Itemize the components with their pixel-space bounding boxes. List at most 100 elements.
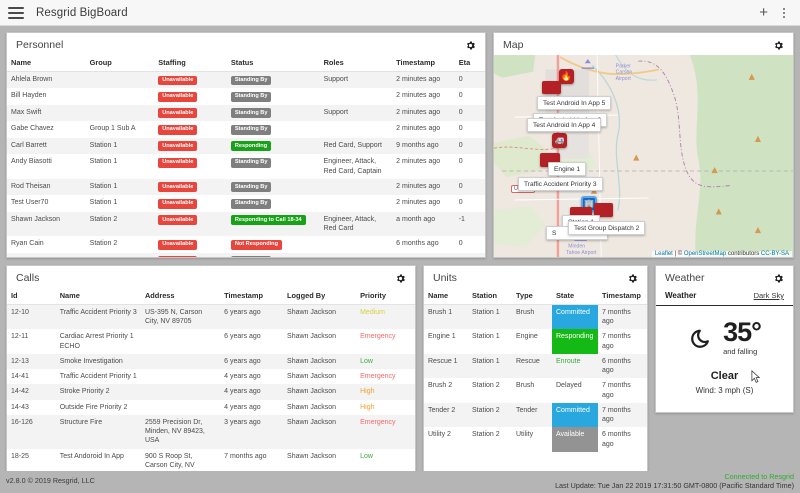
gear-icon[interactable] bbox=[627, 273, 638, 284]
call-logged-by: Shawn Jackson bbox=[287, 418, 337, 426]
call-timestamp: 6 years ago bbox=[224, 357, 261, 365]
calls-col-priority[interactable]: Priority bbox=[356, 288, 415, 305]
staffing-badge: Unavailable bbox=[158, 198, 198, 209]
units-scroll-area[interactable]: Name Station Type State Timestamp Brush 1 Sta… bbox=[424, 288, 647, 471]
license-link[interactable]: CC-BY-SA bbox=[760, 251, 789, 257]
unit-type: Utility bbox=[516, 431, 534, 439]
status-bar-right: Connected to Resgrid Last Update: Tue Ja… bbox=[555, 472, 794, 490]
table-row[interactable]: Max Swift Unavailable Standing By Support 2 … bbox=[7, 104, 485, 122]
weather-source-link[interactable]: Dark Sky bbox=[753, 291, 784, 300]
personnel-col-group[interactable]: Group bbox=[85, 55, 155, 72]
personnel-col-timestamp[interactable]: Timestamp bbox=[392, 55, 455, 72]
leaflet-map[interactable]: Parker Carson Airport Minden Tahoe Airpo… bbox=[494, 55, 793, 257]
table-row[interactable]: 18-25 Test Andoroid In App 900 S Roop St, … bbox=[7, 448, 415, 471]
personnel-staffing: Unavailable bbox=[154, 195, 227, 211]
personnel-panel-title: Personnel bbox=[16, 39, 64, 51]
table-row[interactable]: 14-42 Stroke Priority 2 4 years ago Shawn J… bbox=[7, 384, 415, 400]
gear-icon[interactable] bbox=[773, 273, 784, 284]
table-row[interactable]: Bill Hayden Unavailable Standing By 2 minut… bbox=[7, 88, 485, 105]
calls-col-logged-by[interactable]: Logged By bbox=[283, 288, 357, 305]
personnel-panel-header: Personnel bbox=[7, 33, 485, 55]
map-marker-unit[interactable] bbox=[542, 81, 561, 94]
osm-link[interactable]: OpenStreetMap bbox=[683, 251, 727, 257]
personnel-col-staffing[interactable]: Staffing bbox=[154, 55, 227, 72]
map-marker-fire[interactable]: 🔥 bbox=[559, 69, 574, 84]
table-row[interactable]: Ahlela Brown Unavailable Standing By Suppor… bbox=[7, 71, 485, 89]
personnel-timestamp: 2 minutes ago bbox=[396, 92, 441, 100]
units-col-station[interactable]: Station bbox=[468, 288, 512, 305]
personnel-eta: -1 bbox=[458, 215, 465, 223]
kebab-menu-icon[interactable] bbox=[780, 6, 788, 20]
personnel-col-status[interactable]: Status bbox=[226, 55, 320, 72]
units-col-type[interactable]: Type bbox=[512, 288, 552, 305]
table-row[interactable]: 14-43 Outside Fire Priority 2 4 years ago S… bbox=[7, 399, 415, 415]
table-row[interactable]: 12-11 Cardiac Arrest Priority 1 ECHO 6 yea… bbox=[7, 329, 415, 354]
table-row[interactable]: Andy Biasotti Station 1 Unavailable Standin… bbox=[7, 154, 485, 179]
calls-col-name[interactable]: Name bbox=[55, 288, 141, 305]
map-marker-apparatus[interactable]: 🚑 bbox=[552, 133, 567, 148]
gear-icon[interactable] bbox=[465, 40, 476, 51]
hamburger-menu-icon[interactable] bbox=[8, 6, 24, 19]
status-badge: Standing By bbox=[230, 124, 272, 135]
calls-scroll-area[interactable]: Id Name Address Timestamp Logged By Priority … bbox=[7, 288, 415, 471]
units-col-name[interactable]: Name bbox=[424, 288, 468, 305]
station-icon: 🏢 bbox=[584, 199, 594, 208]
dashboard-workspace: Personnel Name Group Staffing Status Roles Ti… bbox=[0, 26, 800, 472]
call-id: 14-43 bbox=[11, 403, 29, 411]
map-label[interactable]: Engine 1 bbox=[548, 162, 587, 176]
personnel-status: Standing By bbox=[227, 253, 320, 257]
calls-col-timestamp[interactable]: Timestamp bbox=[220, 288, 284, 305]
call-name: Outside Fire Priority 2 bbox=[59, 403, 128, 411]
table-row[interactable]: 14-41 Traffic Accident Priority 1 4 years … bbox=[7, 369, 415, 385]
table-row[interactable]: 12-10 Traffic Accident Priority 3 US-395 N… bbox=[7, 304, 415, 330]
map-marker-dispatch[interactable] bbox=[594, 203, 613, 217]
personnel-col-name[interactable]: Name bbox=[7, 55, 86, 72]
table-row[interactable]: Rescue 1 Station 1 Rescue Enroute 6 months a… bbox=[424, 353, 647, 379]
map-label[interactable]: Test Android In App 4 bbox=[527, 118, 602, 132]
calls-col-address[interactable]: Address bbox=[140, 288, 221, 305]
table-row[interactable]: Brush 2 Station 2 Brush Delayed 7 months ago bbox=[424, 378, 647, 403]
map-label[interactable]: Traffic Accident Priority 3 bbox=[518, 177, 603, 191]
table-row[interactable]: Carl Barrett Station 1 Unavailable Respondi… bbox=[7, 137, 485, 155]
gear-icon[interactable] bbox=[395, 273, 406, 284]
table-row[interactable]: 16-126 Structure Fire 2559 Precision Dr, M… bbox=[7, 414, 415, 449]
personnel-staffing: Unavailable bbox=[154, 179, 227, 195]
unit-station: Station 1 bbox=[472, 333, 500, 341]
personnel-scroll-area[interactable]: Name Group Staffing Status Roles Timestamp Eta… bbox=[7, 55, 485, 257]
personnel-roles bbox=[320, 88, 393, 104]
table-row[interactable]: 12-13 Smoke Investigation 6 years ago Shawn… bbox=[7, 353, 415, 370]
app-title: Resgrid BigBoard bbox=[36, 6, 128, 19]
table-row[interactable]: Test User70 Station 1 Unavailable Standing … bbox=[7, 195, 485, 212]
table-row[interactable]: Tender 2 Station 2 Tender Committed 7 months… bbox=[424, 402, 647, 428]
personnel-col-eta[interactable]: Eta bbox=[454, 55, 485, 72]
map-label[interactable]: Test Group Dispatch 2 bbox=[568, 221, 646, 235]
personnel-roles: Red Card, Support bbox=[323, 141, 382, 149]
personnel-col-roles[interactable]: Roles bbox=[319, 55, 393, 72]
svg-text:Carson: Carson bbox=[616, 70, 633, 76]
table-row[interactable]: Shawn Jackson Station 2 Unavailable Respond… bbox=[7, 211, 485, 237]
call-address: 2559 Precision Dr, Minden, NV 89423, USA bbox=[144, 418, 205, 445]
plus-icon[interactable]: + bbox=[759, 4, 768, 21]
table-row[interactable]: Gabe Chavez Group 1 Sub A Unavailable Stand… bbox=[7, 121, 485, 138]
gear-icon[interactable] bbox=[773, 40, 784, 51]
leaflet-link[interactable]: Leaflet bbox=[654, 251, 673, 257]
table-row[interactable]: Engine 1 Station 1 Engine Responding 7 month… bbox=[424, 329, 647, 354]
map-panel-body[interactable]: Parker Carson Airport Minden Tahoe Airpo… bbox=[494, 55, 793, 257]
weather-panel: Weather Weather Dark Sky 35° bbox=[655, 265, 794, 413]
personnel-staffing: Unavailable bbox=[154, 253, 227, 257]
calls-table-header-row: Id Name Address Timestamp Logged By Priority bbox=[7, 288, 415, 305]
table-row[interactable]: Utility 2 Station 2 Utility Available 6 mont… bbox=[424, 427, 647, 452]
calls-col-id[interactable]: Id bbox=[7, 288, 56, 305]
units-panel-title: Units bbox=[433, 272, 457, 284]
unit-name: Rescue 1 bbox=[428, 357, 458, 365]
table-row[interactable]: Brush 1 Station 1 Brush Committed 7 months a… bbox=[424, 304, 647, 330]
call-timestamp: 3 years ago bbox=[224, 418, 261, 426]
map-label[interactable]: Test Android In App 5 bbox=[537, 96, 612, 110]
units-col-timestamp[interactable]: Timestamp bbox=[598, 288, 647, 305]
table-row[interactable]: Ryan Cain Station 2 Unavailable Not Respond… bbox=[7, 236, 485, 253]
units-col-state[interactable]: State bbox=[552, 288, 598, 305]
dashboard-row-bottom: Calls Id Name Address Timestamp Logged By Pri… bbox=[6, 265, 794, 472]
table-row[interactable]: Rod Theisan Station 1 Unavailable Standing … bbox=[7, 178, 485, 196]
personnel-status: Responding to Call 18-34 bbox=[227, 212, 320, 236]
